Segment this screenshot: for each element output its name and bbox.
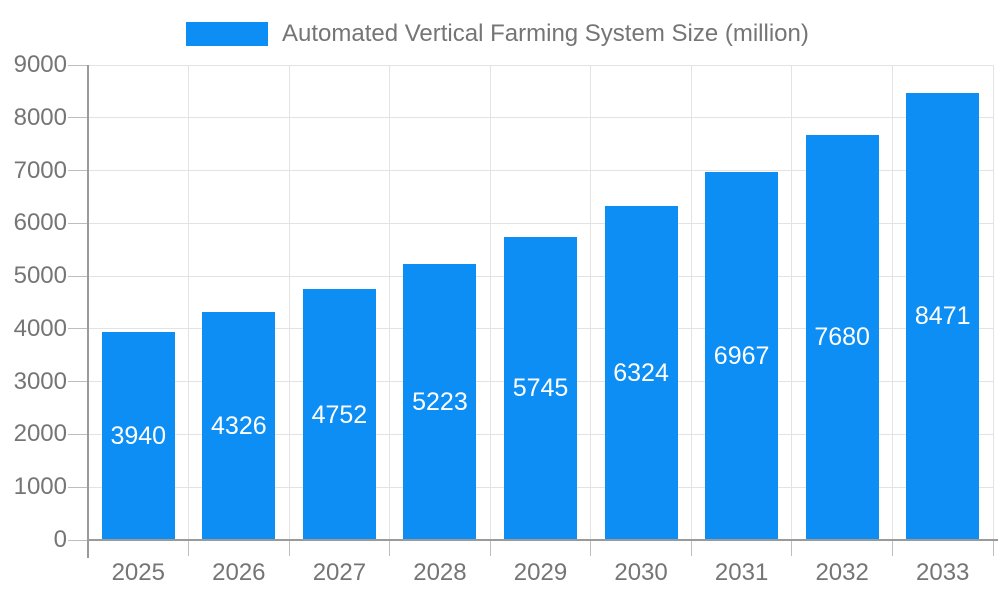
bar[interactable] bbox=[504, 236, 577, 540]
x-axis-tick bbox=[288, 540, 290, 556]
bar-value-label: 3940 bbox=[110, 422, 167, 451]
y-axis-tick bbox=[68, 328, 87, 330]
gridline-horizontal bbox=[88, 222, 993, 224]
bar[interactable] bbox=[101, 332, 175, 540]
x-axis-tick bbox=[992, 540, 994, 556]
bar[interactable] bbox=[805, 134, 879, 540]
gridline-horizontal bbox=[88, 170, 993, 172]
y-axis-label: 5000 bbox=[13, 262, 67, 290]
y-axis-tick bbox=[68, 539, 87, 541]
bar[interactable] bbox=[403, 264, 477, 540]
bar[interactable] bbox=[302, 289, 376, 540]
bar-value-label: 8471 bbox=[914, 302, 971, 331]
bar-value-label: 6324 bbox=[613, 359, 669, 388]
bar-value-label: 5223 bbox=[412, 388, 468, 417]
x-axis-label: 2025 bbox=[111, 559, 165, 586]
x-axis-label: 2028 bbox=[413, 559, 467, 586]
gridline-vertical bbox=[992, 65, 994, 540]
x-axis-label: 2030 bbox=[614, 559, 668, 586]
y-axis-label: 4000 bbox=[13, 314, 67, 342]
bar-value-label: 4752 bbox=[311, 400, 368, 429]
bar-value-label: 5745 bbox=[512, 374, 569, 403]
y-axis-tick bbox=[68, 486, 87, 488]
bar[interactable] bbox=[202, 311, 276, 540]
gridline-horizontal bbox=[88, 64, 993, 66]
gridline-vertical bbox=[590, 65, 592, 540]
gridline-vertical bbox=[188, 65, 190, 540]
y-axis-tick bbox=[68, 381, 87, 383]
y-axis-label: 0 bbox=[53, 526, 67, 553]
bar[interactable] bbox=[604, 206, 678, 540]
x-axis-tick bbox=[188, 540, 190, 556]
bar[interactable] bbox=[705, 172, 779, 540]
bar-value-label: 7680 bbox=[814, 323, 870, 352]
y-axis-tick bbox=[68, 64, 87, 66]
legend-label: Automated Vertical Farming System Size (… bbox=[282, 20, 809, 47]
x-axis-tick bbox=[791, 540, 793, 556]
y-axis-label: 1000 bbox=[13, 473, 67, 501]
gridline-vertical bbox=[891, 65, 893, 540]
y-axis-line bbox=[87, 65, 89, 558]
legend-item[interactable]: Automated Vertical Farming System Size (… bbox=[186, 20, 809, 47]
gridline-vertical bbox=[288, 65, 290, 540]
y-axis-tick bbox=[68, 433, 87, 435]
gridline-vertical bbox=[389, 65, 391, 540]
bar[interactable] bbox=[906, 92, 980, 540]
legend-swatch bbox=[186, 22, 268, 46]
gridline-vertical bbox=[791, 65, 793, 540]
gridline-vertical bbox=[690, 65, 692, 540]
x-axis-label: 2033 bbox=[916, 559, 970, 586]
x-axis-label: 2027 bbox=[312, 559, 367, 586]
x-axis-line bbox=[87, 539, 998, 541]
x-axis-tick bbox=[489, 540, 491, 556]
x-axis-label: 2031 bbox=[714, 559, 769, 586]
y-axis-label: 9000 bbox=[13, 51, 67, 78]
x-axis-label: 2029 bbox=[513, 559, 568, 586]
gridline-horizontal bbox=[88, 117, 993, 119]
y-axis-tick bbox=[68, 117, 87, 119]
x-axis-tick bbox=[389, 540, 391, 556]
x-axis-label: 2032 bbox=[815, 559, 869, 586]
x-axis-tick bbox=[590, 540, 592, 556]
y-axis-label: 7000 bbox=[13, 156, 67, 184]
y-axis-label: 2000 bbox=[13, 420, 67, 448]
y-axis-tick bbox=[68, 222, 87, 224]
x-axis-label: 2026 bbox=[212, 559, 266, 586]
y-axis-label: 6000 bbox=[13, 209, 67, 237]
y-axis-label: 3000 bbox=[13, 367, 67, 395]
x-axis-tick bbox=[891, 540, 893, 556]
bar-value-label: 4326 bbox=[211, 411, 267, 440]
y-axis-tick bbox=[68, 275, 87, 277]
bar-value-label: 6967 bbox=[713, 342, 770, 371]
y-axis-label: 8000 bbox=[13, 103, 67, 131]
x-axis-tick bbox=[690, 540, 692, 556]
y-axis-tick bbox=[68, 170, 87, 172]
gridline-vertical bbox=[489, 65, 491, 540]
